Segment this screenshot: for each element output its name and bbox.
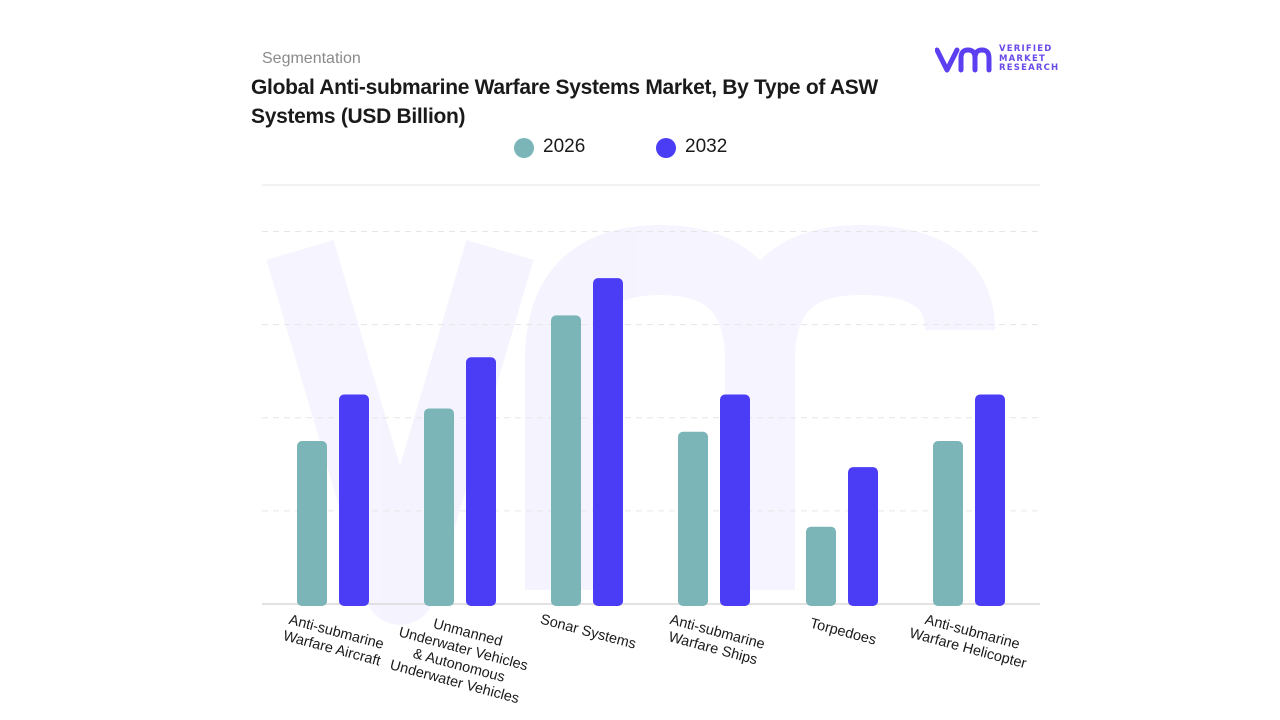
bar-2032-5 xyxy=(848,467,878,606)
logo-line-1: VERIFIED xyxy=(999,44,1053,54)
bar-2026-5 xyxy=(806,526,836,606)
legend-label-2032: 2032 xyxy=(685,136,728,157)
bar-2026-4 xyxy=(678,431,708,606)
chart-title: Global Anti-submarine Warfare Systems Ma… xyxy=(251,76,878,128)
bar-2032-4 xyxy=(720,394,750,606)
bar-2032-1 xyxy=(339,394,369,606)
legend-swatch-2032 xyxy=(656,138,676,158)
x-tick-label-5: Torpedoes xyxy=(808,616,878,649)
segment-label: Segmentation xyxy=(262,50,361,67)
bar-2032-3 xyxy=(593,278,623,606)
brand-logo: VERIFIED MARKET RESEARCH xyxy=(935,44,1065,78)
vmr-logo-icon xyxy=(935,47,992,73)
bar-2026-6 xyxy=(933,441,963,606)
x-tick-label-4: Anti-submarineWarfare Ships xyxy=(664,612,767,669)
chart-legend: 2026 2032 xyxy=(0,134,1280,162)
bar-2026-3 xyxy=(551,315,581,606)
x-tick-label-6: Anti-submarineWarfare Helicopter xyxy=(908,609,1033,672)
logo-line-2: MARKET xyxy=(999,53,1046,64)
x-tick-label-5-line-1: Torpedoes xyxy=(808,616,878,649)
bar-2026-2 xyxy=(424,408,454,606)
x-tick-label-3-line-1: Sonar Systems xyxy=(538,612,637,653)
legend-label-2026: 2026 xyxy=(543,136,586,157)
bar-2032-2 xyxy=(466,357,496,606)
x-tick-label-1: Anti-submarineWarfare Aircraft xyxy=(281,612,386,670)
logo-text: VERIFIED MARKET RESEARCH xyxy=(999,44,1060,74)
bar-2032-6 xyxy=(975,394,1005,606)
x-tick-label-3: Sonar Systems xyxy=(538,612,637,653)
logo-line-3: RESEARCH xyxy=(999,63,1060,73)
bar-2026-1 xyxy=(297,441,327,606)
watermark-m-shape xyxy=(525,224,995,590)
legend-swatch-2026 xyxy=(514,138,534,158)
